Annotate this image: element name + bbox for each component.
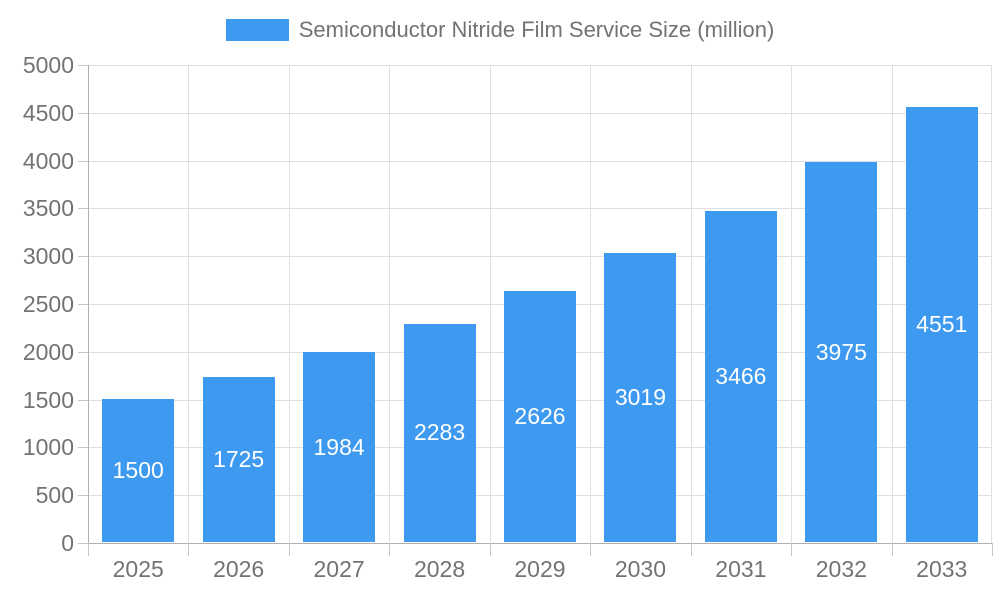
x-gridline	[188, 65, 189, 543]
x-axis-tick	[590, 543, 591, 556]
y-axis-tick-label: 5000	[22, 52, 74, 78]
y-gridline	[88, 112, 992, 114]
y-gridline	[88, 65, 992, 66]
x-axis-tick	[389, 543, 390, 556]
bar-value-label: 3466	[715, 362, 767, 389]
legend-label[interactable]: Semiconductor Nitride Film Service Size …	[298, 17, 775, 42]
bar-value-label: 2283	[413, 419, 466, 446]
y-axis-tick-label: 3000	[22, 243, 74, 270]
y-gridline	[88, 208, 992, 210]
x-gridline	[791, 65, 792, 543]
x-axis-line	[88, 543, 992, 544]
bar: 1500	[102, 398, 175, 542]
y-axis-tick	[78, 543, 88, 544]
y-axis-tick	[78, 160, 88, 162]
x-gridline	[289, 65, 290, 543]
bar-value-label: 1984	[313, 433, 365, 460]
x-axis-tick	[691, 543, 692, 556]
x-axis-tick	[791, 543, 792, 556]
y-axis-line	[88, 65, 89, 556]
x-axis-tick-label: 2027	[313, 556, 365, 582]
bar-value-label: 1500	[112, 456, 164, 483]
x-gridline	[691, 65, 692, 543]
y-axis-tick	[78, 112, 88, 114]
x-axis-tick	[892, 543, 893, 556]
y-axis-tick-label: 500	[35, 482, 74, 509]
x-gridline	[892, 65, 893, 543]
bar: 1984	[303, 352, 376, 542]
bar-value-label: 4551	[916, 310, 968, 337]
x-gridline	[490, 65, 491, 543]
bar: 2626	[504, 290, 576, 542]
plot-area: 1500 1725 1984 2283 2626 3019 3466 3975 4551	[88, 65, 992, 556]
x-axis-tick	[289, 543, 290, 556]
x-gridline	[389, 65, 390, 543]
y-axis-tick	[78, 447, 88, 449]
x-axis-tick-label: 2029	[514, 556, 566, 582]
bar: 3975	[805, 162, 878, 542]
bar-value-label: 3019	[614, 384, 667, 411]
x-axis-tick-label: 2028	[413, 556, 466, 582]
y-axis-tick	[78, 256, 88, 258]
bar-value-label: 3975	[815, 338, 867, 365]
x-axis-tick	[88, 543, 89, 556]
x-axis-tick-label: 2030	[614, 556, 667, 582]
x-axis-tick-label: 2026	[213, 556, 265, 582]
y-axis-tick-label: 4500	[22, 99, 74, 126]
y-axis-tick-label: 2000	[22, 338, 74, 365]
x-axis-tick	[992, 543, 993, 556]
y-axis-tick-label: 1500	[22, 386, 74, 413]
x-axis-tick-label: 2032	[815, 556, 867, 582]
bar-value-label: 1725	[213, 446, 265, 473]
bar: 4551	[905, 106, 978, 542]
x-axis-tick-label: 2025	[112, 556, 164, 582]
x-gridline	[991, 65, 992, 543]
y-axis-tick-label: 3500	[22, 195, 74, 222]
y-axis-tick-label: 2500	[22, 291, 74, 317]
bar: 3466	[704, 210, 777, 542]
y-axis-tick	[78, 399, 88, 401]
x-axis-tick	[188, 543, 189, 556]
y-axis-tick	[78, 304, 88, 305]
y-gridline	[88, 160, 992, 162]
y-axis-tick	[78, 351, 88, 353]
y-axis-tick-label: 4000	[22, 147, 74, 174]
y-axis-tick	[78, 495, 88, 497]
x-gridline	[590, 65, 591, 543]
legend-swatch[interactable]	[225, 19, 289, 41]
y-axis-tick-label: 1000	[22, 434, 74, 461]
y-axis-tick	[78, 208, 88, 210]
x-axis-tick-label: 2033	[916, 556, 968, 582]
y-gridline	[88, 256, 992, 258]
bar-value-label: 2626	[514, 402, 566, 429]
bar: 3019	[604, 253, 677, 542]
bar: 1725	[202, 377, 275, 542]
y-axis-tick-label: 0	[61, 530, 74, 556]
y-axis-tick	[78, 65, 88, 66]
bar: 2283	[403, 323, 476, 542]
legend: Semiconductor Nitride Film Service Size …	[0, 17, 1000, 43]
x-axis-tick	[490, 543, 491, 556]
x-axis-tick-label: 2031	[715, 556, 767, 582]
